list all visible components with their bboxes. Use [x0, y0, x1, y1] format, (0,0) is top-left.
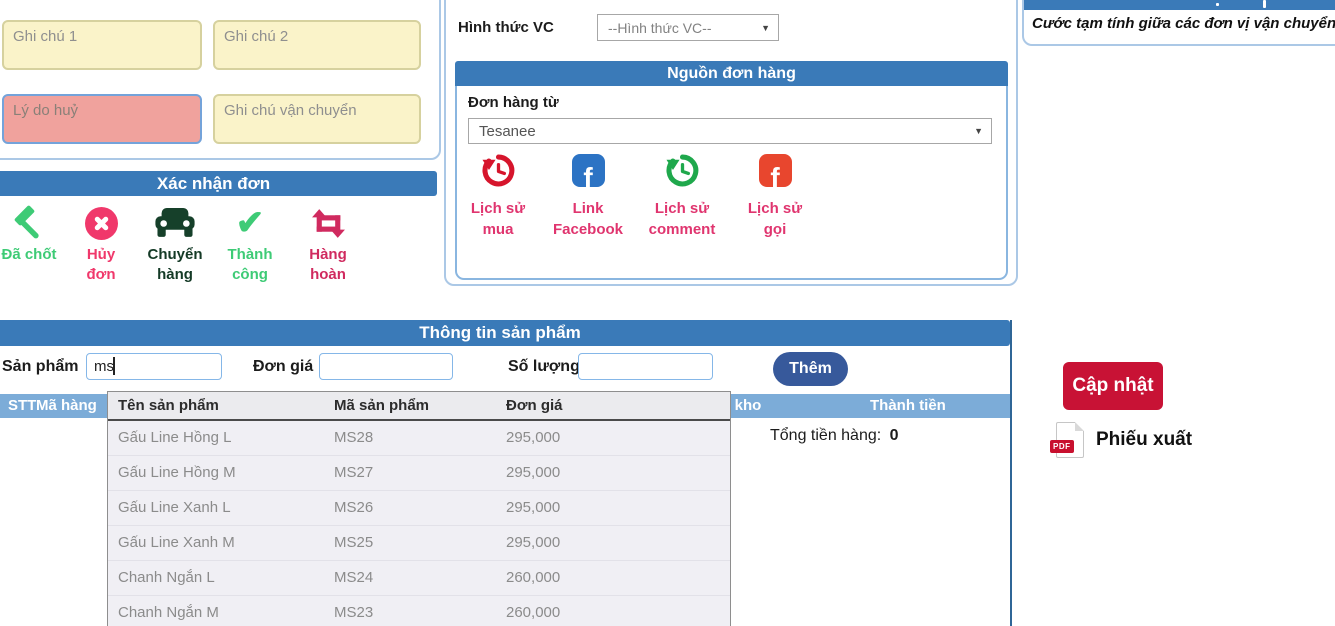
shipping-estimate-panel: [1022, 0, 1335, 46]
text-caret: [113, 357, 115, 375]
link-comment-history[interactable]: Lịch sử comment: [643, 150, 721, 240]
shipping-method-label: Hình thức VC: [458, 19, 554, 36]
shipping-method-select[interactable]: --Hình thức VC--: [597, 14, 779, 41]
product-price: 260,000: [506, 569, 561, 586]
order-source-selected: Tesanee: [479, 122, 536, 140]
pdf-badge: PDF: [1050, 440, 1074, 453]
product-price: 295,000: [506, 499, 561, 516]
order-total-label: Tổng tiền hàng:: [770, 427, 882, 444]
products-section-title: Thông tin sản phẩm: [0, 320, 1010, 346]
autocomplete-row[interactable]: Gấu Line Xanh M MS25 295,000: [108, 525, 730, 560]
product-name: Chanh Ngắn L: [118, 569, 215, 586]
order-source-select[interactable]: Tesanee: [468, 118, 992, 144]
autocomplete-col-code: Mã sản phẩm: [334, 397, 430, 414]
product-code: MS23: [334, 604, 374, 621]
note1-textarea[interactable]: [2, 20, 202, 70]
order-total: Tổng tiền hàng: 0: [770, 427, 899, 445]
product-code: MS28: [334, 429, 374, 446]
product-search-label: Sản phẩm: [2, 358, 79, 375]
confirm-section-title: Xác nhận đơn: [0, 171, 437, 196]
link-label: Lịch sử gọi: [747, 200, 803, 238]
history-icon: [468, 150, 528, 190]
product-code: MS24: [334, 569, 374, 586]
middle-panel: [444, 0, 1018, 286]
add-product-button[interactable]: Thêm: [773, 352, 848, 386]
product-name: Gấu Line Hồng M: [118, 464, 236, 481]
product-price: 295,000: [506, 429, 561, 446]
check-icon: ✔: [235, 204, 265, 242]
gavel-icon: [0, 203, 58, 243]
order-total-value: 0: [889, 427, 899, 444]
product-code: MS25: [334, 534, 374, 551]
shipping-estimate-note: Cước tạm tính giữa các đơn vị vận chuyển: [1032, 15, 1335, 32]
order-from-label: Đơn hàng từ: [468, 94, 559, 111]
col-stt: STT: [8, 397, 37, 414]
shipping-estimate-header: [1024, 0, 1335, 10]
autocomplete-row[interactable]: Gấu Line Hồng M MS27 295,000: [108, 455, 730, 490]
cancel-reason-textarea[interactable]: [2, 94, 202, 144]
facebook-icon: [745, 150, 805, 190]
link-label: Link Facebook: [552, 200, 624, 238]
autocomplete-col-name: Tên sản phẩm: [118, 397, 219, 414]
col-ma-hang: Mã hàng: [36, 397, 97, 414]
note2-textarea[interactable]: [213, 20, 421, 70]
header-descender-decor: [1216, 3, 1219, 6]
unit-price-input[interactable]: [319, 353, 453, 380]
link-facebook[interactable]: Link Facebook: [548, 150, 628, 240]
products-panel: [0, 320, 1012, 626]
history-icon: [643, 150, 721, 190]
quantity-input[interactable]: [578, 353, 713, 380]
return-arrows-icon: [299, 203, 357, 243]
product-autocomplete-dropdown: Tên sản phẩm Mã sản phẩm Đơn giá Gấu Lin…: [107, 391, 731, 626]
action-thanh-cong[interactable]: ✔ Thành công: [221, 203, 279, 285]
link-purchase-history[interactable]: Lịch sử mua: [468, 150, 528, 240]
product-price: 295,000: [506, 464, 561, 481]
action-label: Đã chốt: [1, 246, 57, 263]
product-name: Chanh Ngắn M: [118, 604, 219, 621]
autocomplete-row[interactable]: Chanh Ngắn M MS23 260,000: [108, 595, 730, 626]
product-code: MS26: [334, 499, 374, 516]
action-da-chot[interactable]: Đã chốt: [0, 203, 58, 265]
action-hang-hoan[interactable]: Hàng hoàn: [299, 203, 357, 285]
shipping-note-textarea[interactable]: [213, 94, 421, 144]
product-name: Gấu Line Hồng L: [118, 429, 232, 446]
car-icon: [146, 203, 204, 243]
action-label: Hủy đơn: [86, 246, 116, 283]
autocomplete-row[interactable]: Gấu Line Xanh L MS26 295,000: [108, 490, 730, 525]
product-price: 295,000: [506, 534, 561, 551]
autocomplete-row[interactable]: Gấu Line Hồng L MS28 295,000: [108, 421, 730, 455]
quantity-label: Số lượng: [508, 358, 580, 375]
product-search-input[interactable]: [86, 353, 222, 380]
order-source-title: Nguồn đơn hàng: [455, 61, 1008, 86]
link-label: Lịch sử mua: [470, 200, 526, 238]
cancel-circle-icon: [72, 203, 130, 243]
autocomplete-row[interactable]: Chanh Ngắn L MS24 260,000: [108, 560, 730, 595]
action-label: Hàng hoàn: [309, 246, 347, 283]
notes-panel: [0, 0, 441, 160]
update-button[interactable]: Cập nhật: [1063, 362, 1163, 410]
pdf-icon: PDF: [1050, 422, 1084, 458]
shipping-method-selected: --Hình thức VC--: [608, 19, 712, 36]
autocomplete-col-price: Đơn giá: [506, 397, 563, 414]
facebook-icon: [548, 150, 628, 190]
unit-price-label: Đơn giá: [253, 358, 314, 375]
action-chuyen-hang[interactable]: Chuyển hàng: [146, 203, 204, 285]
header-descender-decor: [1263, 0, 1266, 8]
product-name: Gấu Line Xanh M: [118, 534, 235, 551]
link-label: Lịch sử comment: [648, 200, 716, 238]
product-name: Gấu Line Xanh L: [118, 499, 231, 516]
product-code: MS27: [334, 464, 374, 481]
export-receipt-label: Phiếu xuất: [1096, 429, 1193, 450]
action-huy-don[interactable]: Hủy đơn: [72, 203, 130, 285]
action-label: Thành công: [227, 246, 273, 283]
col-thanh-tien: Thành tiền: [870, 397, 946, 414]
export-receipt[interactable]: PDF Phiếu xuất: [1050, 422, 1193, 458]
autocomplete-header: Tên sản phẩm Mã sản phẩm Đơn giá: [108, 392, 730, 421]
product-price: 260,000: [506, 604, 561, 621]
link-call-history[interactable]: Lịch sử gọi: [745, 150, 805, 240]
action-label: Chuyển hàng: [147, 246, 203, 283]
